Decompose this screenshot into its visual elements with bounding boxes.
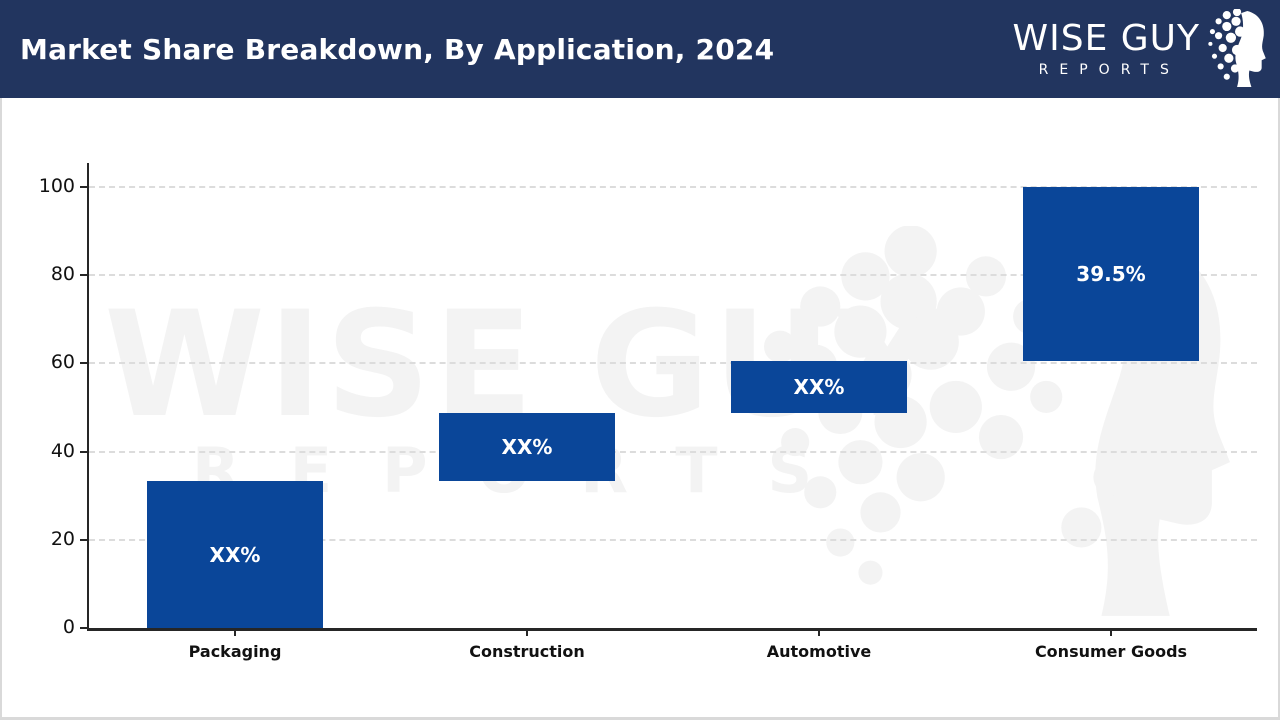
x-axis-label-0: Packaging	[188, 642, 282, 661]
gridline-60	[89, 362, 1257, 365]
bar-packaging: XX%	[147, 481, 323, 628]
brand-logo: WISE GUY REPORTS	[1013, 9, 1267, 89]
header-bar: Market Share Breakdown, By Application, …	[0, 0, 1280, 98]
bar-value-label: XX%	[793, 374, 845, 399]
y-tick-60	[80, 362, 87, 365]
x-axis-label-1: Construction	[469, 642, 585, 661]
gridline-20	[89, 538, 1257, 541]
bar-value-label: XX%	[209, 542, 261, 567]
y-tick-label-40: 40	[50, 439, 75, 462]
bar-automotive: XX%	[731, 361, 907, 413]
y-tick-label-80: 80	[50, 263, 75, 286]
gridline-100	[89, 186, 1257, 188]
gridline-80	[89, 274, 1257, 277]
y-tick-label-60: 60	[50, 351, 75, 374]
chart-canvas: WISE GUY REPORTS 020406080100XX%Packagin…	[0, 98, 1280, 720]
page-title: Market Share Breakdown, By Application, …	[20, 32, 775, 66]
bar-value-label: XX%	[501, 434, 553, 459]
logo-wordmark: WISE GUY	[1012, 17, 1200, 59]
plot-area: 0 20 40 60 80 100 XX% Packaging XX% Construction X…	[39, 163, 1257, 661]
y-tick-100	[80, 186, 87, 188]
y-tick-label-20: 20	[50, 527, 75, 550]
logo-subtitle: REPORTS	[1038, 61, 1180, 78]
x-axis-label-2: Automotive	[766, 642, 872, 661]
y-tick-40	[80, 450, 87, 453]
x-tick-3	[1110, 628, 1112, 636]
x-tick-1	[526, 628, 528, 636]
x-tick-2	[818, 628, 820, 636]
gridline-40	[89, 450, 1257, 453]
logo-face-icon	[1208, 9, 1266, 87]
bar-consumer-goods: 39.5%	[1023, 187, 1199, 362]
y-axis-line	[87, 163, 89, 628]
x-axis-label-3: Consumer Goods	[1034, 642, 1188, 661]
bar-value-label: 39.5%	[1076, 262, 1146, 287]
y-tick-80	[80, 274, 87, 277]
y-tick-20	[80, 538, 87, 541]
y-tick-label-0: 0	[62, 616, 75, 638]
bar-construction: XX%	[439, 412, 615, 482]
x-tick-0	[234, 628, 236, 636]
x-axis-line	[87, 628, 1257, 631]
y-tick-0	[80, 627, 87, 629]
y-tick-label-100: 100	[38, 175, 75, 197]
